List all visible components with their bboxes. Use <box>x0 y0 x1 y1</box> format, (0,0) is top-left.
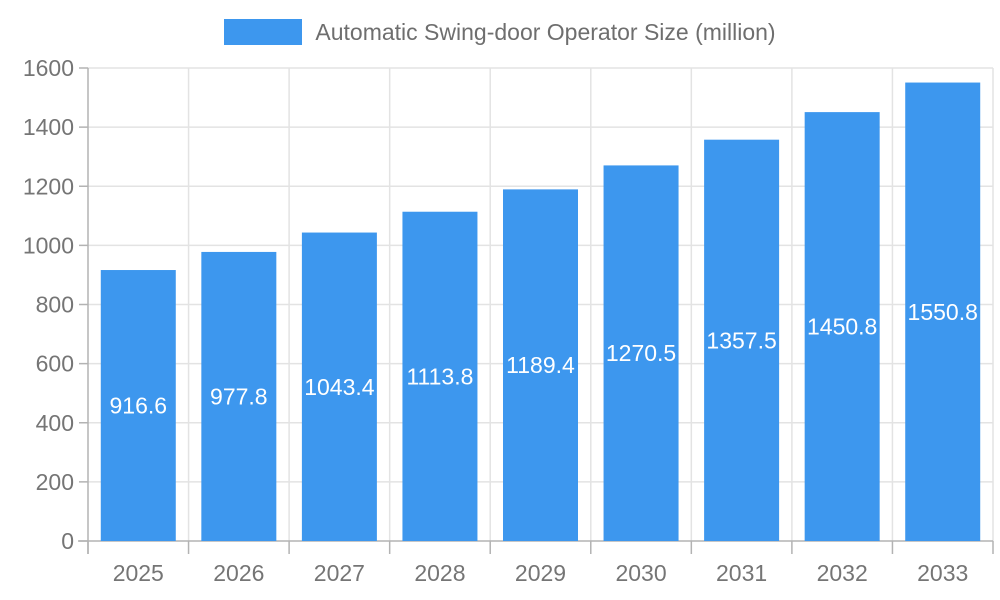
bar-2029[interactable] <box>503 189 578 542</box>
bar-2026[interactable] <box>201 251 277 542</box>
bar-value-label: 1357.5 <box>706 327 776 353</box>
bar-value-label: 1270.5 <box>606 340 676 366</box>
bar-2028[interactable] <box>402 211 478 541</box>
legend-item[interactable]: Automatic Swing-door Operator Size (mill… <box>0 19 1000 45</box>
y-axis-label: 1600 <box>23 55 74 81</box>
y-axis-label: 1200 <box>23 173 74 199</box>
y-axis-label: 1000 <box>23 232 74 258</box>
x-axis-label: 2030 <box>615 560 666 586</box>
x-axis-label: 2029 <box>515 560 566 586</box>
bar-value-label: 1450.8 <box>807 314 877 340</box>
y-axis-label: 200 <box>36 469 74 495</box>
x-axis-label: 2033 <box>917 560 968 586</box>
y-axis-label: 800 <box>36 292 74 318</box>
bar-2032[interactable] <box>804 112 880 542</box>
x-axis-label: 2031 <box>716 560 767 586</box>
x-axis-label: 2032 <box>817 560 868 586</box>
bar-value-label: 1189.4 <box>506 352 575 378</box>
bar-2027[interactable] <box>301 232 377 542</box>
bar-value-label: 1043.4 <box>304 374 375 400</box>
y-axis-label: 400 <box>36 410 74 436</box>
bar-value-label: 1113.8 <box>406 363 473 389</box>
bar-2025[interactable] <box>100 270 176 541</box>
bar-2033[interactable] <box>905 82 981 542</box>
y-axis-label: 600 <box>36 351 74 377</box>
legend-label: Automatic Swing-door Operator Size (mill… <box>315 19 776 45</box>
x-axis-label: 2025 <box>113 560 164 586</box>
x-axis-label: 2027 <box>314 560 365 586</box>
bar-2031[interactable] <box>704 139 780 541</box>
bar-value-label: 977.8 <box>210 383 268 409</box>
y-axis-label: 0 <box>61 528 74 554</box>
x-axis-label: 2028 <box>414 560 465 586</box>
legend-swatch <box>224 19 303 45</box>
bar-value-label: 1550.8 <box>908 299 978 325</box>
bar-value-label: 916.6 <box>109 393 167 419</box>
bar-2030[interactable] <box>603 165 679 541</box>
y-axis-label: 1400 <box>23 114 74 140</box>
x-axis-label: 2026 <box>213 560 264 586</box>
